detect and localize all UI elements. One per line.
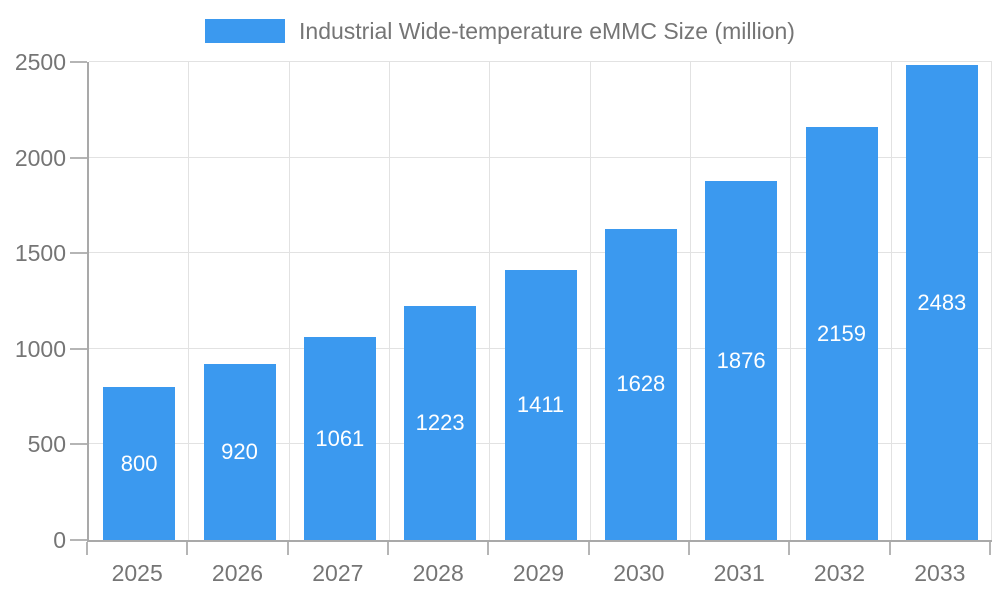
- y-tick-mark: [70, 539, 87, 541]
- gridline-vertical: [288, 62, 290, 540]
- gridline-vertical: [991, 62, 992, 540]
- bar-value-label: 1411: [516, 392, 565, 418]
- x-tick-mark: [86, 542, 88, 555]
- plot-area: 800 920 1061 1223 1411 1628 1876 2159 2483: [87, 61, 992, 542]
- x-tick-mark: [788, 542, 791, 555]
- y-tick-mark: [70, 347, 87, 350]
- x-tick-mark: [989, 542, 991, 555]
- bar-2030: 1628: [604, 228, 677, 540]
- x-tick-label: 2033: [914, 560, 966, 586]
- x-tick-label: 2032: [813, 560, 866, 586]
- x-tick-label: 2031: [713, 560, 765, 586]
- y-tick-mark: [70, 156, 87, 159]
- x-tick-mark: [888, 542, 891, 555]
- bar-2027: 1061: [303, 337, 376, 540]
- gridline-horizontal: [89, 61, 992, 62]
- x-tick-mark: [286, 542, 289, 555]
- bar-2031: 1876: [705, 181, 778, 540]
- x-tick-label: 2028: [412, 560, 464, 586]
- bar-value-label: 800: [120, 450, 158, 476]
- bar-value-label: 1061: [315, 425, 365, 451]
- legend-series-label[interactable]: Industrial Wide-temperature eMMC Size (m…: [299, 18, 795, 44]
- gridline-horizontal: [89, 252, 992, 254]
- gridline-vertical: [690, 62, 691, 540]
- x-tick-label: 2026: [211, 560, 264, 586]
- y-tick-mark: [70, 443, 87, 446]
- gridline-horizontal: [89, 156, 992, 158]
- x-tick-mark: [688, 542, 690, 555]
- legend-swatch-icon[interactable]: [205, 19, 286, 43]
- bar-value-label: 920: [221, 439, 258, 465]
- x-tick-mark: [387, 542, 389, 555]
- gridline-vertical: [489, 62, 491, 540]
- x-tick-label: 2027: [312, 560, 364, 586]
- legend: Industrial Wide-temperature eMMC Size (m…: [0, 14, 1000, 48]
- bar-2026: 920: [203, 364, 276, 540]
- y-tick-label: 1000: [14, 335, 66, 362]
- y-tick-label: 2000: [14, 144, 66, 171]
- bar-value-label: 1876: [716, 347, 766, 373]
- bar-2025: 800: [103, 387, 176, 540]
- x-tick-mark: [587, 542, 590, 555]
- x-tick-label: 2029: [512, 560, 565, 586]
- gridline-vertical: [188, 62, 190, 540]
- bar-value-label: 1223: [415, 410, 465, 436]
- y-tick-label: 0: [53, 527, 66, 553]
- gridline-vertical: [790, 62, 792, 540]
- x-tick-label: 2025: [111, 560, 163, 586]
- y-tick-label: 1500: [14, 240, 66, 267]
- bar-2029: 1411: [504, 270, 577, 540]
- y-tick-mark: [70, 252, 87, 255]
- bar-2028: 1223: [404, 306, 477, 540]
- x-tick-mark: [487, 542, 490, 555]
- y-tick-label: 500: [27, 431, 66, 458]
- y-tick-label: 2500: [14, 49, 66, 75]
- bar-2033: 2483: [905, 65, 978, 540]
- x-tick-label: 2030: [613, 560, 665, 586]
- bar-value-label: 1628: [616, 371, 666, 397]
- bar-value-label: 2483: [917, 289, 967, 315]
- x-tick-mark: [186, 542, 189, 555]
- gridline-vertical: [890, 62, 892, 540]
- bar-value-label: 2159: [817, 320, 866, 346]
- y-tick-mark: [70, 61, 87, 63]
- gridline-vertical: [389, 62, 390, 540]
- gridline-vertical: [589, 62, 591, 540]
- bar-2032: 2159: [805, 127, 878, 540]
